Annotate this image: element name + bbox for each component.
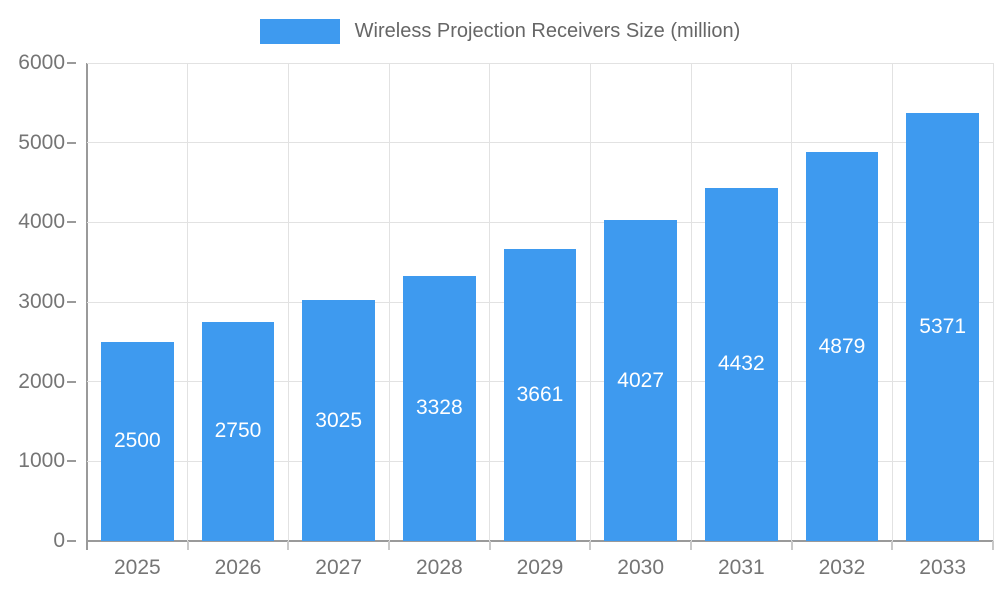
- x-gridline: [187, 63, 189, 541]
- x-tick-mark: [891, 541, 894, 550]
- y-axis-tick-label: 1000: [18, 449, 65, 473]
- bar-2030[interactable]: 4027: [604, 220, 677, 541]
- bar-2029[interactable]: 3661: [503, 249, 577, 541]
- x-axis-line: [86, 540, 993, 542]
- y-axis-tick-label: 2000: [18, 369, 65, 393]
- y-gridline: [87, 221, 993, 223]
- y-tick-mark: [67, 380, 76, 383]
- bar-value-label: 3661: [516, 383, 564, 407]
- x-tick-mark: [690, 541, 692, 550]
- x-axis-tick-label: 2032: [818, 556, 866, 579]
- x-tick-mark: [488, 541, 491, 550]
- x-gridline: [589, 63, 591, 541]
- x-tick-mark: [186, 541, 189, 550]
- x-gridline: [992, 63, 994, 541]
- bar-value-label: 3328: [415, 396, 463, 420]
- bar-2031[interactable]: 4432: [705, 187, 778, 541]
- x-tick-mark: [992, 541, 994, 550]
- bar-value-label: 4432: [717, 352, 765, 376]
- y-axis-tick-label: 5000: [18, 130, 65, 154]
- y-tick-mark: [67, 221, 76, 224]
- x-gridline: [690, 63, 692, 541]
- x-gridline: [891, 63, 893, 541]
- y-axis-tick-label: 0: [53, 529, 65, 552]
- y-axis-tick-label: 4000: [18, 210, 65, 234]
- y-tick-mark: [67, 301, 76, 303]
- bar-value-label: 4879: [818, 334, 866, 358]
- x-axis-tick-label: 2027: [315, 556, 363, 579]
- x-axis-tick-label: 2030: [617, 556, 665, 579]
- x-tick-mark: [388, 541, 390, 550]
- x-tick-mark: [790, 541, 793, 550]
- x-gridline: [388, 63, 390, 541]
- bar-2033[interactable]: 5371: [906, 113, 979, 541]
- x-axis-tick-label: 2026: [214, 556, 262, 579]
- bar-2026[interactable]: 2750: [201, 321, 275, 541]
- plot-area: 0 1000 2000 3000 4000 5000 6000 2025 2500 2026 275…: [18, 51, 994, 579]
- x-gridline: [287, 63, 289, 541]
- legend-swatch: [259, 18, 340, 44]
- bar-2025[interactable]: 2500: [101, 341, 174, 541]
- legend-label: Wireless Projection Receivers Size (mill…: [354, 19, 741, 42]
- bar-value-label: 3025: [315, 408, 363, 432]
- x-axis-tick-label: 2029: [516, 556, 564, 579]
- x-gridline: [791, 63, 793, 541]
- y-axis-tick-label: 6000: [18, 51, 65, 74]
- x-gridline: [489, 63, 491, 541]
- bar-value-label: 5371: [919, 315, 967, 339]
- bar-value-label: 4027: [617, 368, 665, 392]
- y-tick-mark: [67, 540, 76, 542]
- x-tick-mark: [287, 541, 290, 550]
- y-gridline: [87, 142, 993, 144]
- legend[interactable]: Wireless Projection Receivers Size (mill…: [0, 17, 1000, 45]
- bar-value-label: 2750: [214, 419, 262, 443]
- x-axis-tick-label: 2031: [717, 556, 765, 579]
- x-axis-tick-label: 2025: [113, 556, 161, 579]
- y-tick-mark: [67, 141, 76, 144]
- bar-value-label: 2500: [113, 429, 161, 453]
- y-tick-mark: [67, 460, 76, 463]
- x-axis-tick-label: 2033: [919, 556, 967, 579]
- bar-2027[interactable]: 3025: [302, 300, 375, 541]
- y-gridline: [87, 62, 993, 64]
- y-axis-line: [86, 63, 88, 550]
- x-axis-tick-label: 2028: [415, 556, 463, 579]
- y-tick-mark: [67, 62, 76, 64]
- bar-2032[interactable]: 4879: [805, 152, 879, 541]
- bar-2028[interactable]: 3328: [403, 275, 476, 541]
- y-axis-tick-label: 3000: [18, 290, 65, 313]
- x-tick-mark: [589, 541, 592, 550]
